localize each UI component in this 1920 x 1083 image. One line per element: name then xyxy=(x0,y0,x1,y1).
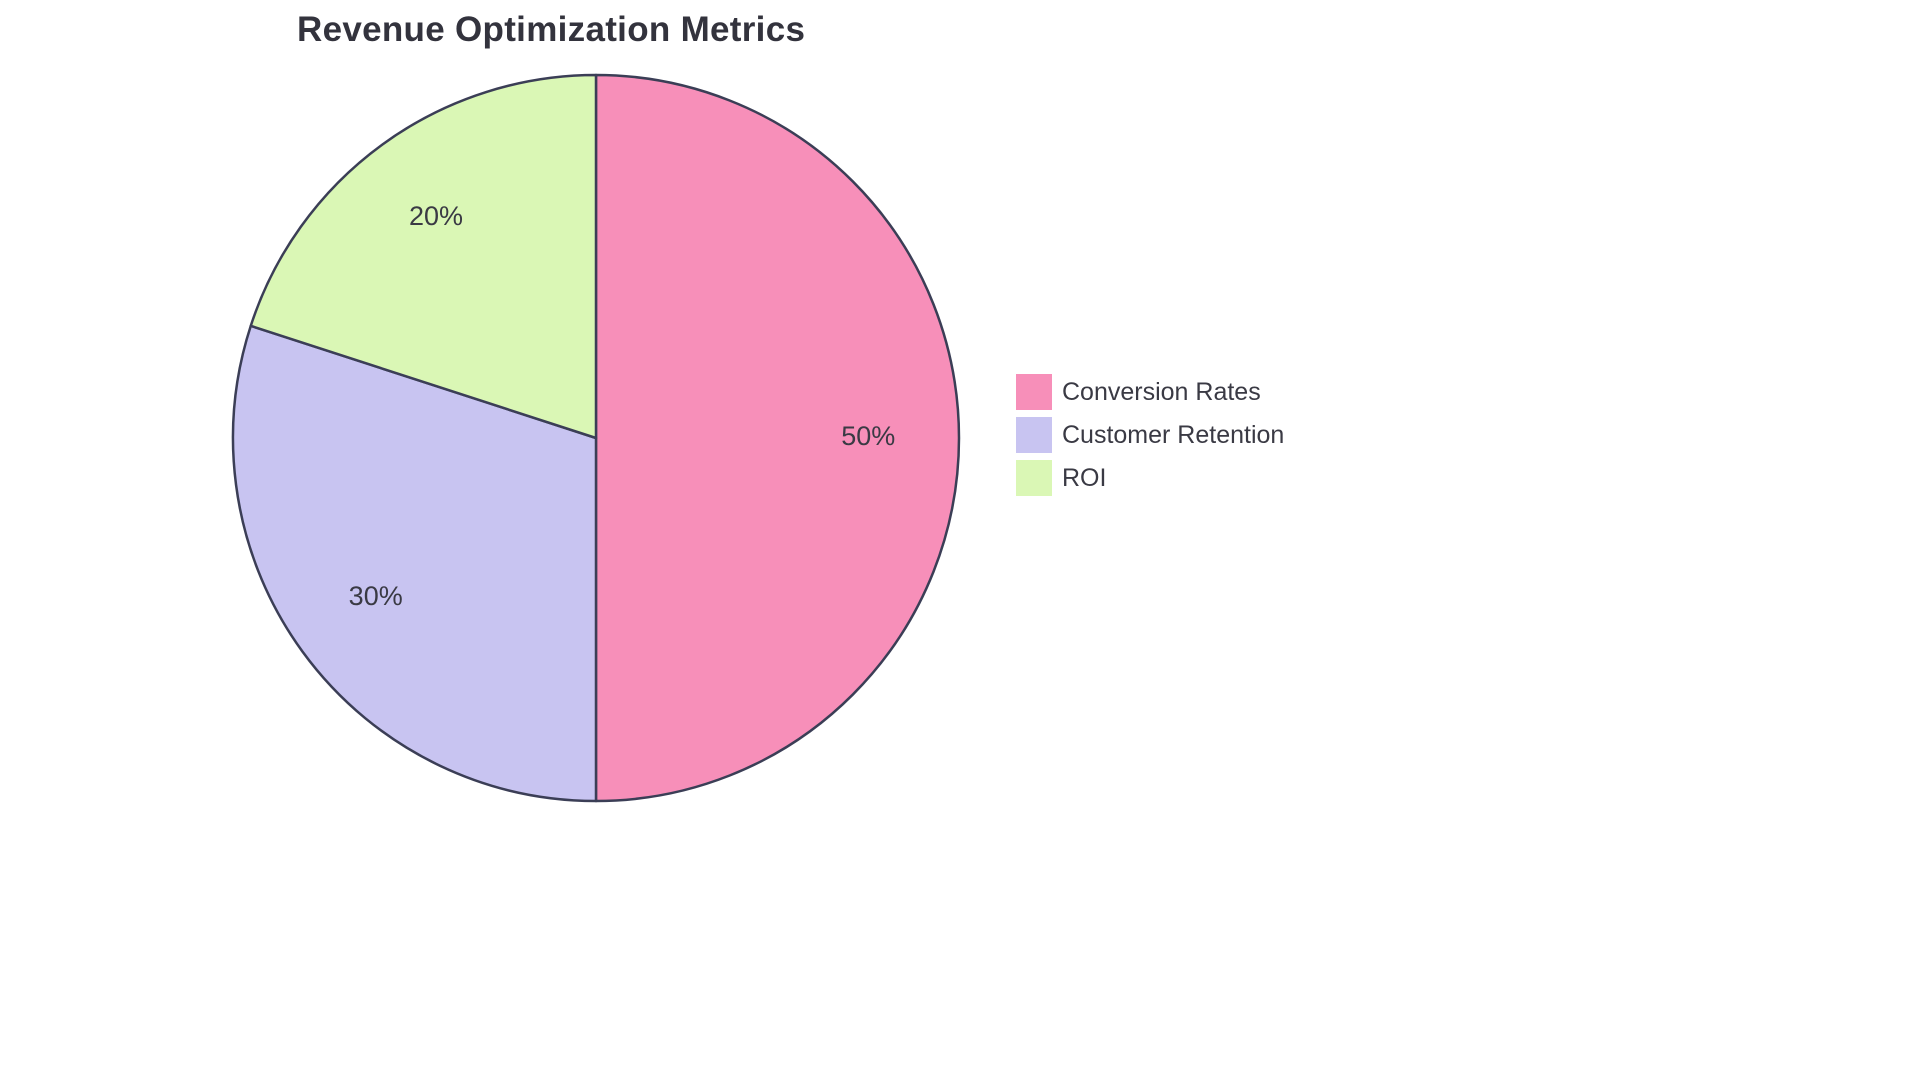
pie-slice-label-conversion-rates: 50% xyxy=(841,421,895,451)
chart-title: Revenue Optimization Metrics xyxy=(297,10,806,49)
legend-item-roi: ROI xyxy=(1016,460,1284,496)
pie-slice-roi xyxy=(249,73,598,440)
pie-slice-label-customer-retention: 30% xyxy=(349,581,403,611)
pie-slice-conversion-rates xyxy=(594,73,961,803)
legend-item-conversion-rates: Conversion Rates xyxy=(1016,374,1284,410)
legend-swatch-conversion-rates xyxy=(1016,374,1052,410)
legend-label-conversion-rates: Conversion Rates xyxy=(1062,377,1261,406)
legend-label-roi: ROI xyxy=(1062,463,1107,492)
legend: Conversion Rates Customer Retention ROI xyxy=(1016,374,1284,496)
legend-swatch-roi xyxy=(1016,460,1052,496)
pie-slice-customer-retention xyxy=(231,324,598,803)
legend-label-customer-retention: Customer Retention xyxy=(1062,420,1285,449)
pie-slice-label-roi: 20% xyxy=(409,201,463,231)
legend-swatch-customer-retention xyxy=(1016,417,1052,453)
legend-item-customer-retention: Customer Retention xyxy=(1016,417,1284,453)
